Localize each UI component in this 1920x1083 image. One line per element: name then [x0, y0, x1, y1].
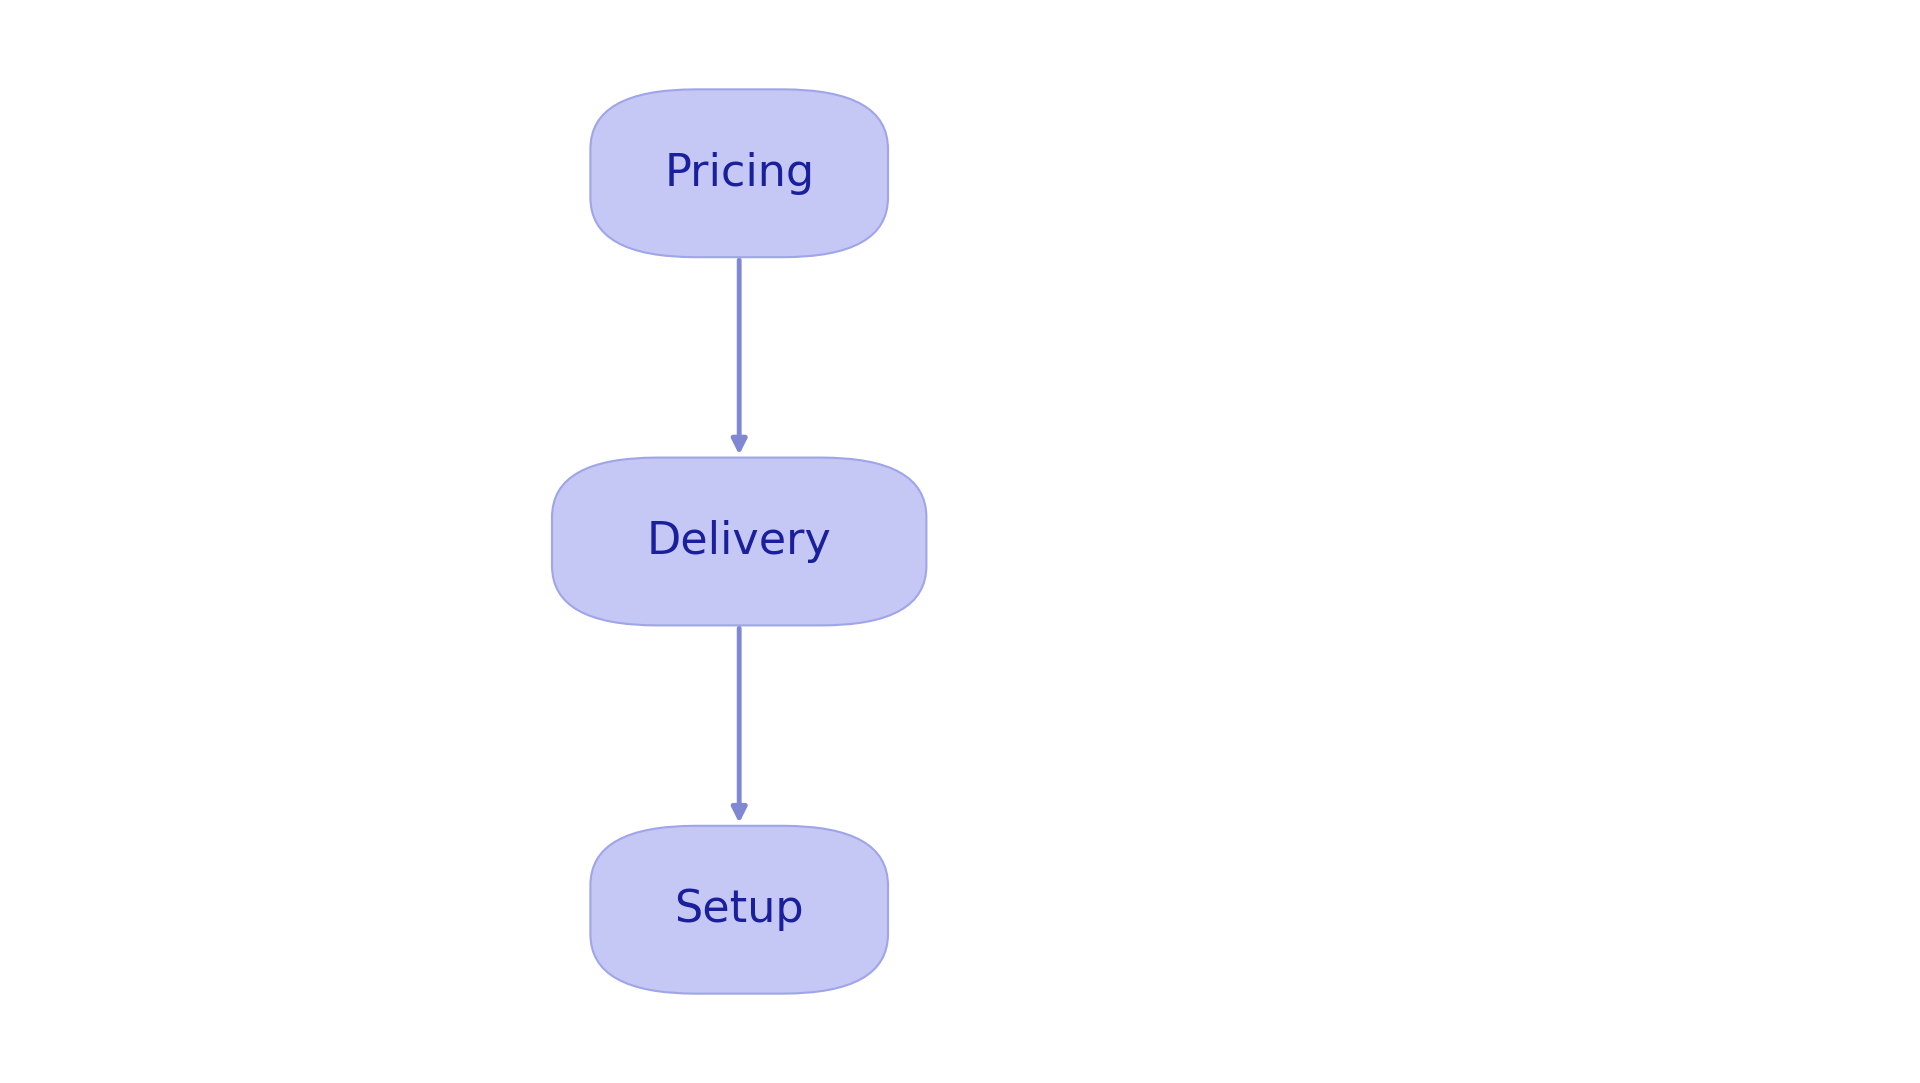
Text: Setup: Setup [674, 888, 804, 931]
FancyBboxPatch shape [553, 457, 925, 626]
Text: Pricing: Pricing [664, 152, 814, 195]
FancyBboxPatch shape [591, 90, 887, 258]
Text: Delivery: Delivery [647, 520, 831, 563]
FancyBboxPatch shape [591, 826, 887, 994]
